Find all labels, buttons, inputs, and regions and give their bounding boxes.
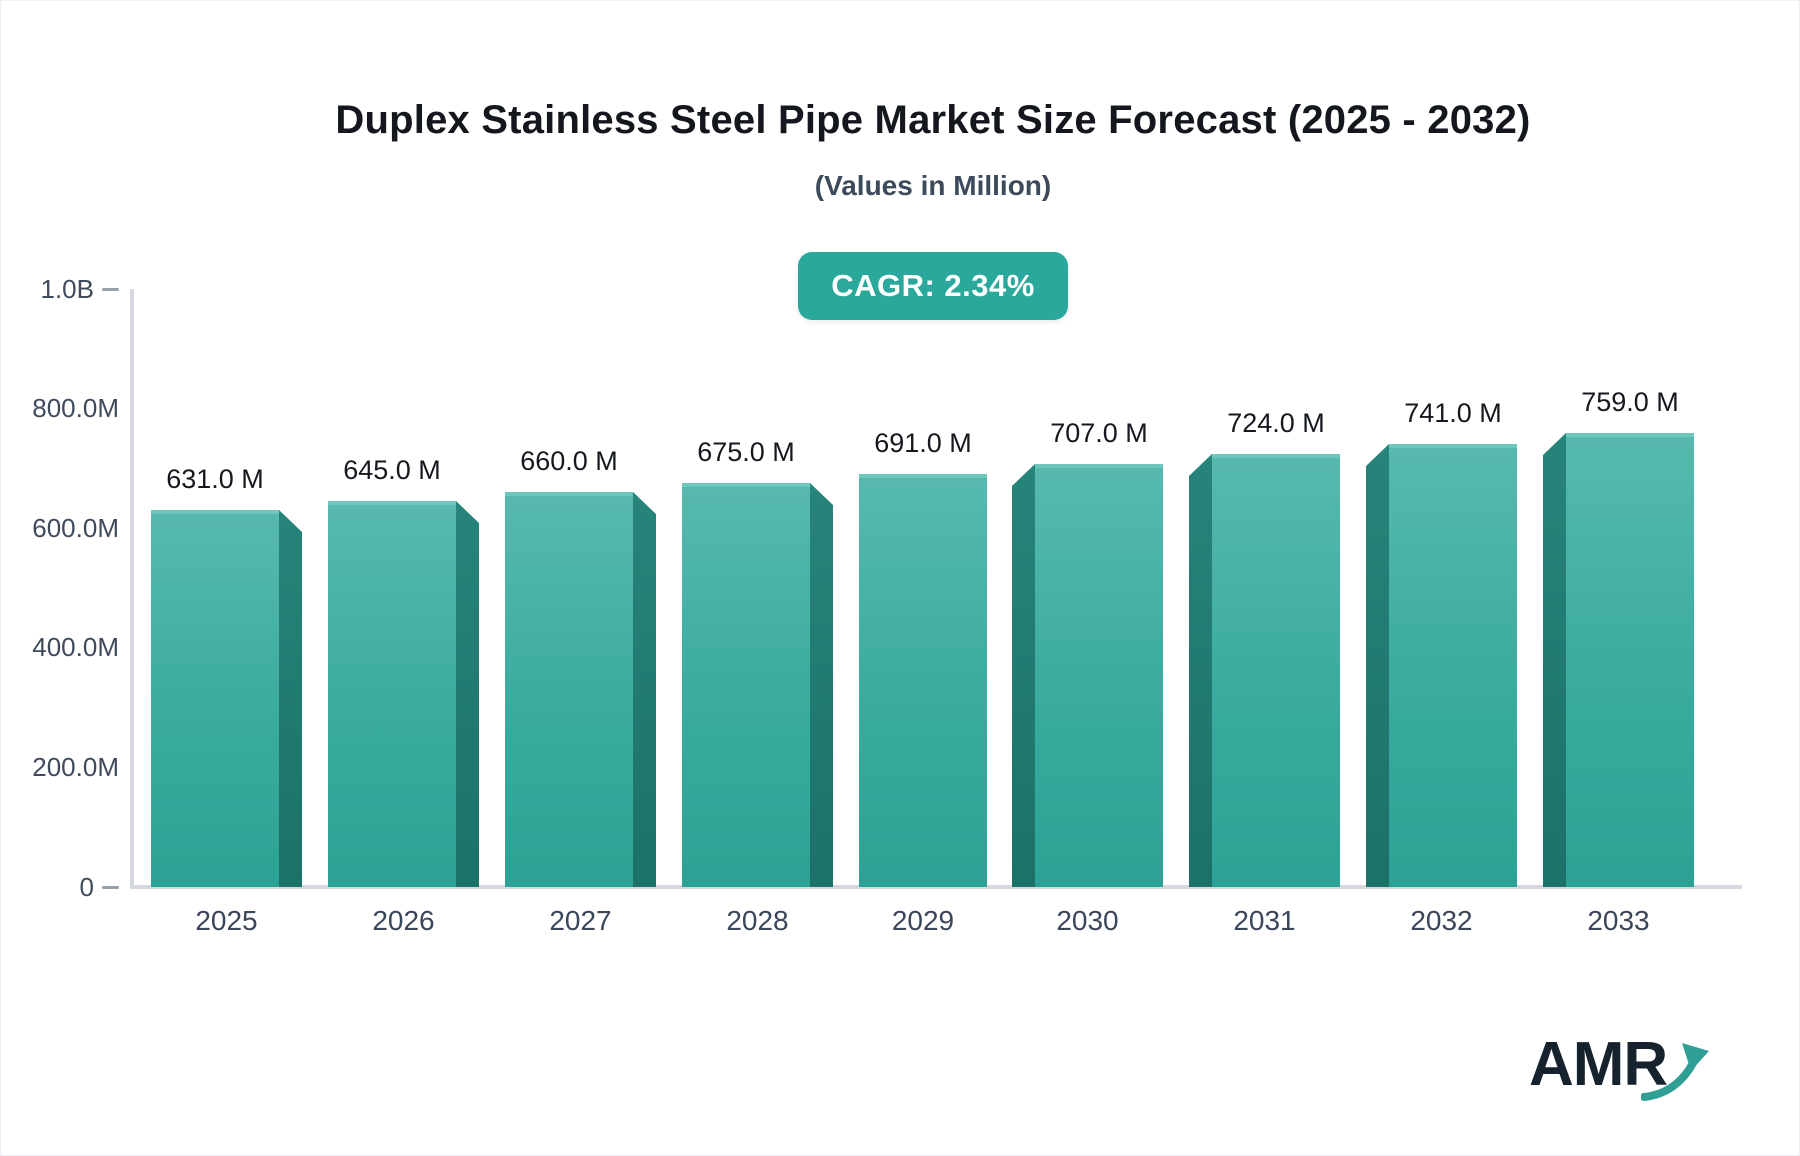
bar-face (859, 474, 987, 887)
x-tick-label: 2029 (891, 905, 955, 936)
y-tick-label: 800.0M (32, 393, 119, 424)
y-tick-dash (102, 885, 119, 889)
bar-column-2031 (1189, 454, 1340, 887)
bar-value-label: 741.0 M (1404, 398, 1502, 428)
bar-face (1035, 464, 1163, 887)
bar-face (505, 492, 633, 887)
x-tick-label: 2032 (1410, 905, 1473, 936)
bar-value-label: 691.0 M (874, 428, 972, 458)
y-tick-label: 200.0M (32, 751, 119, 782)
x-tick-label: 2027 (549, 905, 612, 936)
y-tick-label: 1.0B (40, 273, 95, 304)
y-tick-row: 800.0M (1, 393, 129, 424)
bar-face (1566, 433, 1694, 887)
y-tick-row: 0 (1, 872, 119, 902)
bar-side-3d (1366, 444, 1389, 887)
cagr-badge: CAGR: 2.34% (798, 252, 1068, 320)
x-axis-line (130, 885, 1742, 889)
y-tick-dash (102, 287, 119, 291)
bar-column-2033 (1543, 433, 1694, 887)
bar-face (328, 501, 456, 887)
y-tick-row: 200.0M (1, 752, 129, 782)
x-tick-label: 2025 (195, 905, 258, 936)
bar-column-2028 (682, 483, 833, 887)
bar-value-label: 707.0 M (1050, 418, 1148, 448)
bar-column-2027 (505, 492, 656, 887)
bar-column-2025 (151, 510, 302, 887)
y-tick-row: 400.0M (1, 632, 129, 663)
bar-value-label: 660.0 M (520, 446, 618, 476)
y-axis-line (130, 289, 134, 889)
x-tick-label: 2033 (1587, 905, 1650, 936)
x-tick-label: 2028 (726, 905, 789, 936)
bar-value-label: 631.0 M (166, 464, 264, 494)
chart-header: Duplex Stainless Steel Pipe Market Size … (65, 95, 1799, 320)
amr-logo-text: AMR (1529, 1030, 1668, 1099)
bar-column-2030 (1012, 464, 1163, 887)
y-tick-row: 1.0B (1, 274, 119, 304)
bar-side-3d (456, 501, 479, 887)
bar-face (682, 483, 810, 887)
bar-value-label: 645.0 M (343, 455, 441, 485)
bar-value-label: 724.0 M (1227, 408, 1325, 438)
bar-column-2032 (1366, 444, 1517, 887)
bar-side-3d (1543, 433, 1566, 887)
bar-face (1389, 444, 1517, 887)
chart-subtitle: (Values in Million) (814, 170, 1052, 201)
bar-side-3d (810, 483, 833, 887)
bar-column-2026 (328, 501, 479, 887)
x-tick-label: 2026 (372, 905, 435, 936)
cagr-badge-wrap: CAGR: 2.34% (65, 252, 1799, 320)
bar-column-2029 (859, 474, 987, 887)
bar-value-label: 759.0 M (1581, 387, 1679, 417)
amr-logo: AMR (1529, 1033, 1719, 1123)
y-tick-row: 600.0M (1, 513, 129, 543)
y-tick-label: 600.0M (32, 512, 119, 543)
bar-face (151, 510, 279, 887)
bar-value-label: 675.0 M (697, 437, 795, 467)
y-tick-label: 400.0M (32, 632, 119, 663)
bar-side-3d (633, 492, 656, 887)
y-tick-label: 0 (79, 871, 94, 902)
bar-side-3d (1189, 454, 1212, 887)
bar-side-3d (279, 510, 302, 887)
bar-face (1212, 454, 1340, 887)
x-tick-label: 2031 (1233, 905, 1296, 936)
x-tick-label: 2030 (1056, 905, 1119, 936)
chart-title: Duplex Stainless Steel Pipe Market Size … (335, 98, 1531, 142)
bar-side-3d (1012, 464, 1035, 887)
growth-arrow-icon (1641, 1043, 1709, 1101)
